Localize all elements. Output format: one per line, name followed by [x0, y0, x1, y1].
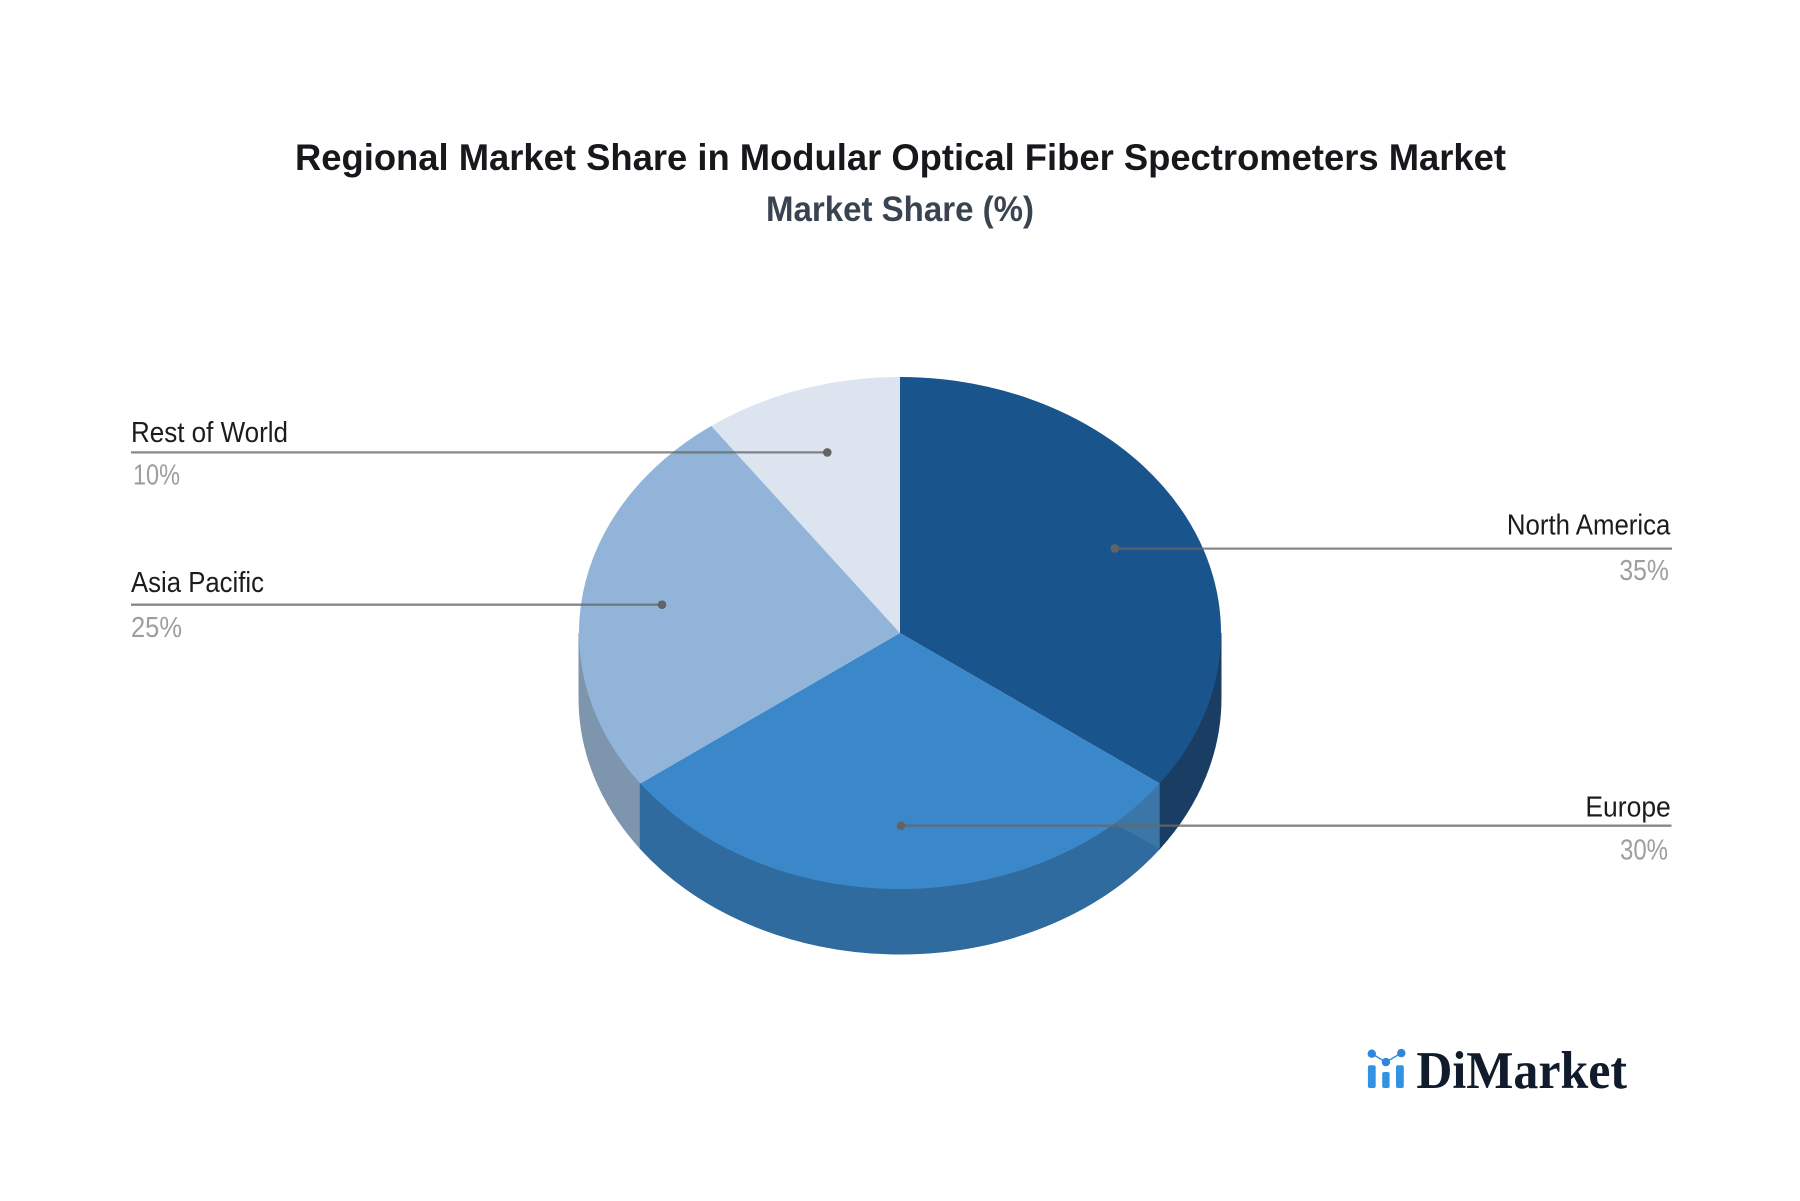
- svg-text:35%: 35%: [1619, 555, 1669, 587]
- svg-text:DiMarket: DiMarket: [1416, 1042, 1627, 1100]
- svg-text:Asia Pacific: Asia Pacific: [131, 567, 264, 599]
- svg-text:Rest of World: Rest of World: [131, 417, 288, 449]
- svg-text:Regional Market Share in Modul: Regional Market Share in Modular Optical…: [295, 137, 1506, 178]
- svg-text:North America: North America: [1507, 510, 1671, 542]
- svg-text:25%: 25%: [131, 612, 182, 644]
- svg-text:30%: 30%: [1620, 835, 1668, 867]
- svg-text:10%: 10%: [133, 460, 180, 492]
- svg-text:Market Share (%): Market Share (%): [766, 190, 1034, 229]
- svg-text:Europe: Europe: [1585, 791, 1670, 823]
